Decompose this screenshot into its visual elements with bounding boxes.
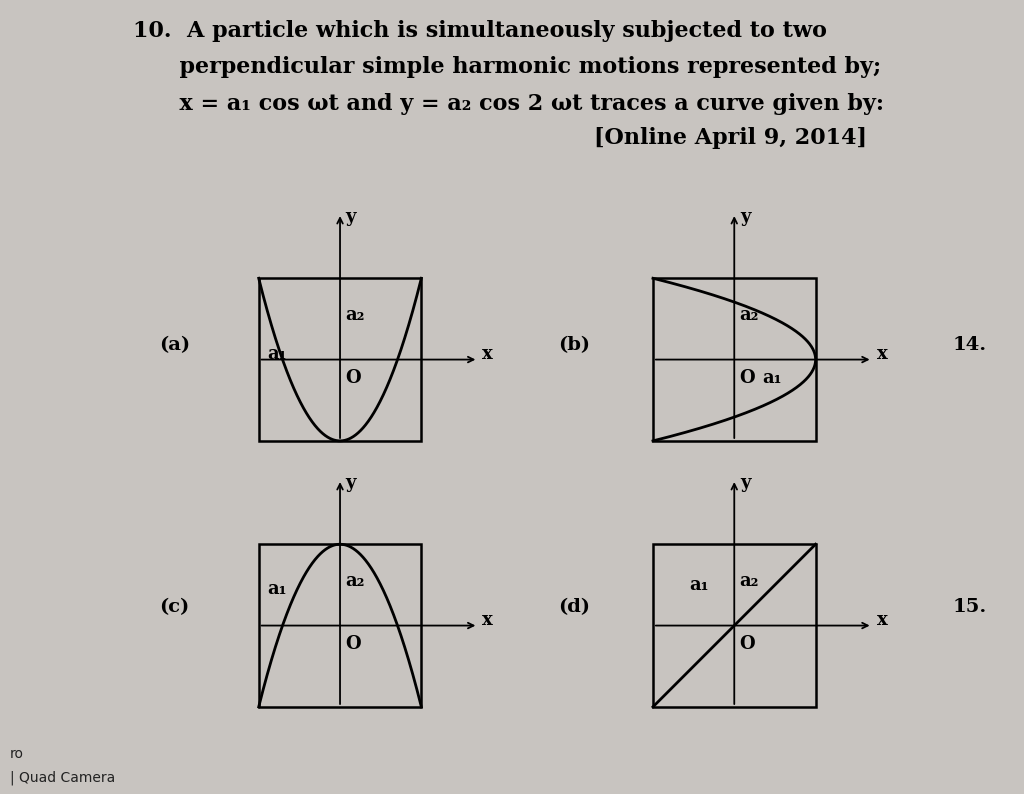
Text: O: O [739,635,755,653]
Text: O: O [345,635,360,653]
Text: (a): (a) [159,337,189,354]
Text: x: x [482,611,494,629]
Text: (c): (c) [159,599,189,616]
Bar [259,544,421,707]
Text: 10.  A particle which is simultaneously subjected to two: 10. A particle which is simultaneously s… [133,20,827,42]
Text: O: O [345,369,360,387]
Text: (b): (b) [558,337,590,354]
Text: perpendicular simple harmonic motions represented by;: perpendicular simple harmonic motions re… [133,56,882,78]
Text: [Online April 9, 2014]: [Online April 9, 2014] [594,127,867,149]
Text: a₁: a₁ [267,580,287,598]
Text: y: y [740,208,751,226]
Bar [653,278,815,441]
Text: x: x [877,345,888,363]
Text: 15.: 15. [952,599,986,616]
Text: a₂: a₂ [345,572,365,590]
Text: 14.: 14. [952,337,986,354]
Text: a₁: a₁ [267,345,287,363]
Text: x: x [482,345,494,363]
Text: a₂: a₂ [739,572,759,590]
Text: y: y [740,474,751,492]
Text: x = a₁ cos ωt and y = a₂ cos 2 ωt traces a curve given by:: x = a₁ cos ωt and y = a₂ cos 2 ωt traces… [133,93,884,115]
Text: ro: ro [10,747,25,761]
Bar [653,544,815,707]
Text: | Quad Camera: | Quad Camera [10,771,116,785]
Text: a₁: a₁ [763,369,782,387]
Bar [259,278,421,441]
Text: a₁: a₁ [689,576,709,594]
Text: a₂: a₂ [739,306,759,324]
Text: (d): (d) [558,599,590,616]
Text: a₂: a₂ [345,306,365,324]
Text: y: y [346,208,356,226]
Text: x: x [877,611,888,629]
Text: O: O [739,369,755,387]
Text: y: y [346,474,356,492]
